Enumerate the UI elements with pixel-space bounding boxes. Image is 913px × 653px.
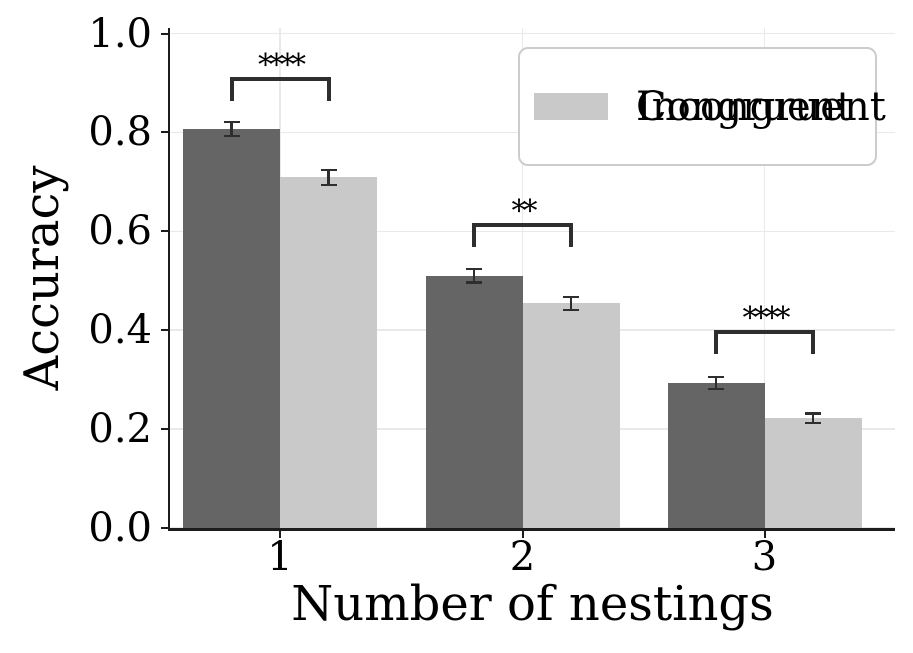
x-gridline xyxy=(763,28,766,528)
error-bar-line xyxy=(569,297,573,310)
error-bar-cap xyxy=(805,421,821,425)
x-tick-label: 3 xyxy=(751,534,778,580)
x-tick-mark xyxy=(763,528,766,538)
y-tick-mark xyxy=(161,32,170,35)
error-bar-cap xyxy=(708,375,724,379)
legend: Incongruent Congruent xyxy=(518,47,886,166)
x-gridline xyxy=(521,28,524,528)
y-tick-label: 0.2 xyxy=(88,406,152,453)
bar-congruent-1 xyxy=(280,177,377,528)
y-tick-label: 0.4 xyxy=(88,307,152,354)
error-bar-cap xyxy=(466,267,482,271)
significance-label: ** xyxy=(511,193,538,229)
bar-congruent-2 xyxy=(522,303,620,528)
x-tick-mark xyxy=(521,528,524,538)
error-bar-cap xyxy=(223,120,240,124)
y-gridline xyxy=(170,230,895,233)
y-tick-label: 1.0 xyxy=(88,10,152,57)
y-tick-mark xyxy=(161,329,170,332)
x-tick-mark xyxy=(279,528,281,538)
x-axis-spine xyxy=(168,528,895,531)
bar-incongruent-2 xyxy=(425,275,523,528)
y-tick-label: 0.0 xyxy=(88,505,152,551)
y-tick-label: 0.8 xyxy=(88,109,152,156)
error-bar-line xyxy=(230,122,233,136)
error-bar-cap xyxy=(563,295,579,299)
error-bar-cap xyxy=(805,412,821,415)
significance-bracket xyxy=(472,222,573,247)
y-tick-mark xyxy=(161,230,170,233)
error-bar-cap xyxy=(708,387,724,391)
y-axis-label: Accuracy xyxy=(14,165,70,391)
y-tick-mark xyxy=(161,527,170,529)
legend-item-congruent: Congruent xyxy=(534,86,852,128)
bar-incongruent-3 xyxy=(667,383,765,528)
y-gridline xyxy=(170,32,895,35)
error-bar-line xyxy=(472,268,476,283)
error-bar-cap xyxy=(223,134,240,138)
y-tick-mark xyxy=(161,428,170,431)
legend-label-incongruent: Incongruent xyxy=(636,83,886,130)
y-tick-mark xyxy=(161,131,170,134)
significance-label: **** xyxy=(258,48,306,84)
error-bar-line xyxy=(811,413,815,424)
error-bar-cap xyxy=(320,168,337,172)
error-bar-line xyxy=(327,169,330,185)
bar-incongruent-1 xyxy=(183,128,280,528)
significance-bracket xyxy=(229,77,331,102)
significance-label: **** xyxy=(742,301,791,337)
x-tick-label: 1 xyxy=(267,534,293,580)
x-tick-label: 2 xyxy=(509,534,536,580)
error-bar-cap xyxy=(563,308,579,312)
x-axis-label: Number of nestings xyxy=(291,576,774,632)
legend-swatch-congruent xyxy=(534,93,608,120)
bar-congruent-3 xyxy=(764,418,862,528)
y-tick-label: 0.6 xyxy=(88,208,152,255)
legend-label-congruent: Congruent xyxy=(636,83,853,130)
error-bar-cap xyxy=(320,183,337,187)
error-bar-cap xyxy=(466,281,482,284)
significance-bracket xyxy=(714,330,815,355)
error-bar-line xyxy=(714,377,718,390)
y-axis-spine xyxy=(168,28,170,530)
